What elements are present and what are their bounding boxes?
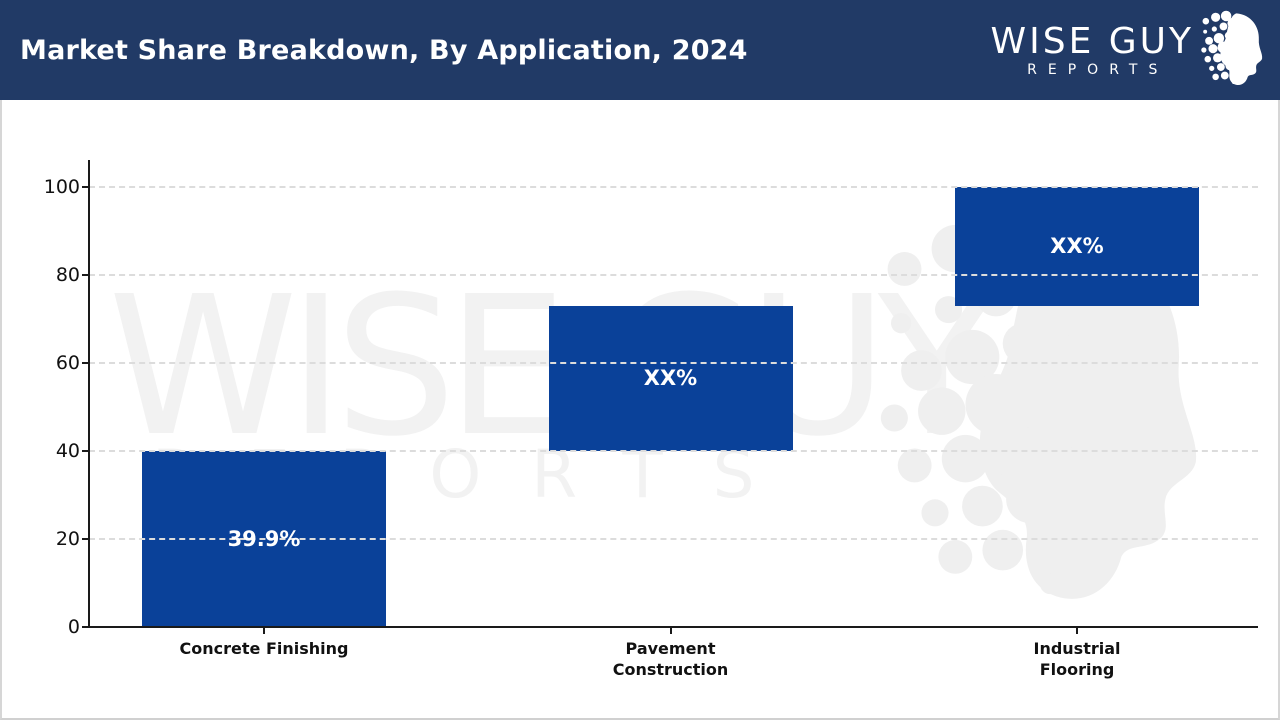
x-tick-mark bbox=[1076, 628, 1078, 634]
y-tick-mark bbox=[82, 626, 89, 628]
gridline-20 bbox=[89, 538, 1258, 540]
y-tick-mark bbox=[82, 538, 89, 540]
logo-wordmark: WISE GUY bbox=[990, 20, 1194, 62]
gridline-100 bbox=[89, 186, 1258, 188]
y-tick-label: 60 bbox=[55, 352, 80, 374]
bar-value-label: XX% bbox=[643, 366, 698, 391]
bar-value-label: 39.9% bbox=[227, 527, 301, 551]
logo-subtitle: REPORTS bbox=[1027, 61, 1169, 78]
bar-value-label: XX% bbox=[1050, 234, 1104, 259]
bar-segment bbox=[548, 305, 793, 451]
wiseguy-logo: WISE GUY REPORTS bbox=[991, 4, 1269, 96]
x-tick-mark bbox=[263, 628, 265, 634]
y-tick-label: 0 bbox=[67, 616, 80, 638]
x-axis-line bbox=[88, 626, 1258, 628]
y-axis-line bbox=[88, 160, 90, 628]
y-tick-mark bbox=[82, 274, 89, 276]
y-tick-label: 40 bbox=[55, 440, 80, 462]
y-tick-label: 80 bbox=[55, 264, 80, 286]
x-tick-mark bbox=[669, 628, 672, 634]
y-tick-label: 20 bbox=[55, 528, 80, 550]
y-tick-mark bbox=[82, 362, 89, 364]
y-tick-mark bbox=[82, 450, 89, 452]
gridline-60 bbox=[89, 362, 1258, 364]
category-label: Pavement Construction bbox=[612, 639, 729, 679]
page-title: Market Share Breakdown, By Application, … bbox=[20, 34, 748, 66]
y-tick-label: 100 bbox=[43, 176, 80, 198]
category-label: Industrial Flooring bbox=[1033, 639, 1121, 679]
logo-text: WISE GUY REPORTS bbox=[990, 20, 1195, 78]
y-tick-mark bbox=[82, 186, 89, 188]
category-label: Concrete Finishing bbox=[179, 639, 349, 658]
gridline-40 bbox=[89, 450, 1258, 452]
header-band: Market Share Breakdown, By Application, … bbox=[0, 0, 1280, 100]
gridline-80 bbox=[89, 274, 1258, 276]
